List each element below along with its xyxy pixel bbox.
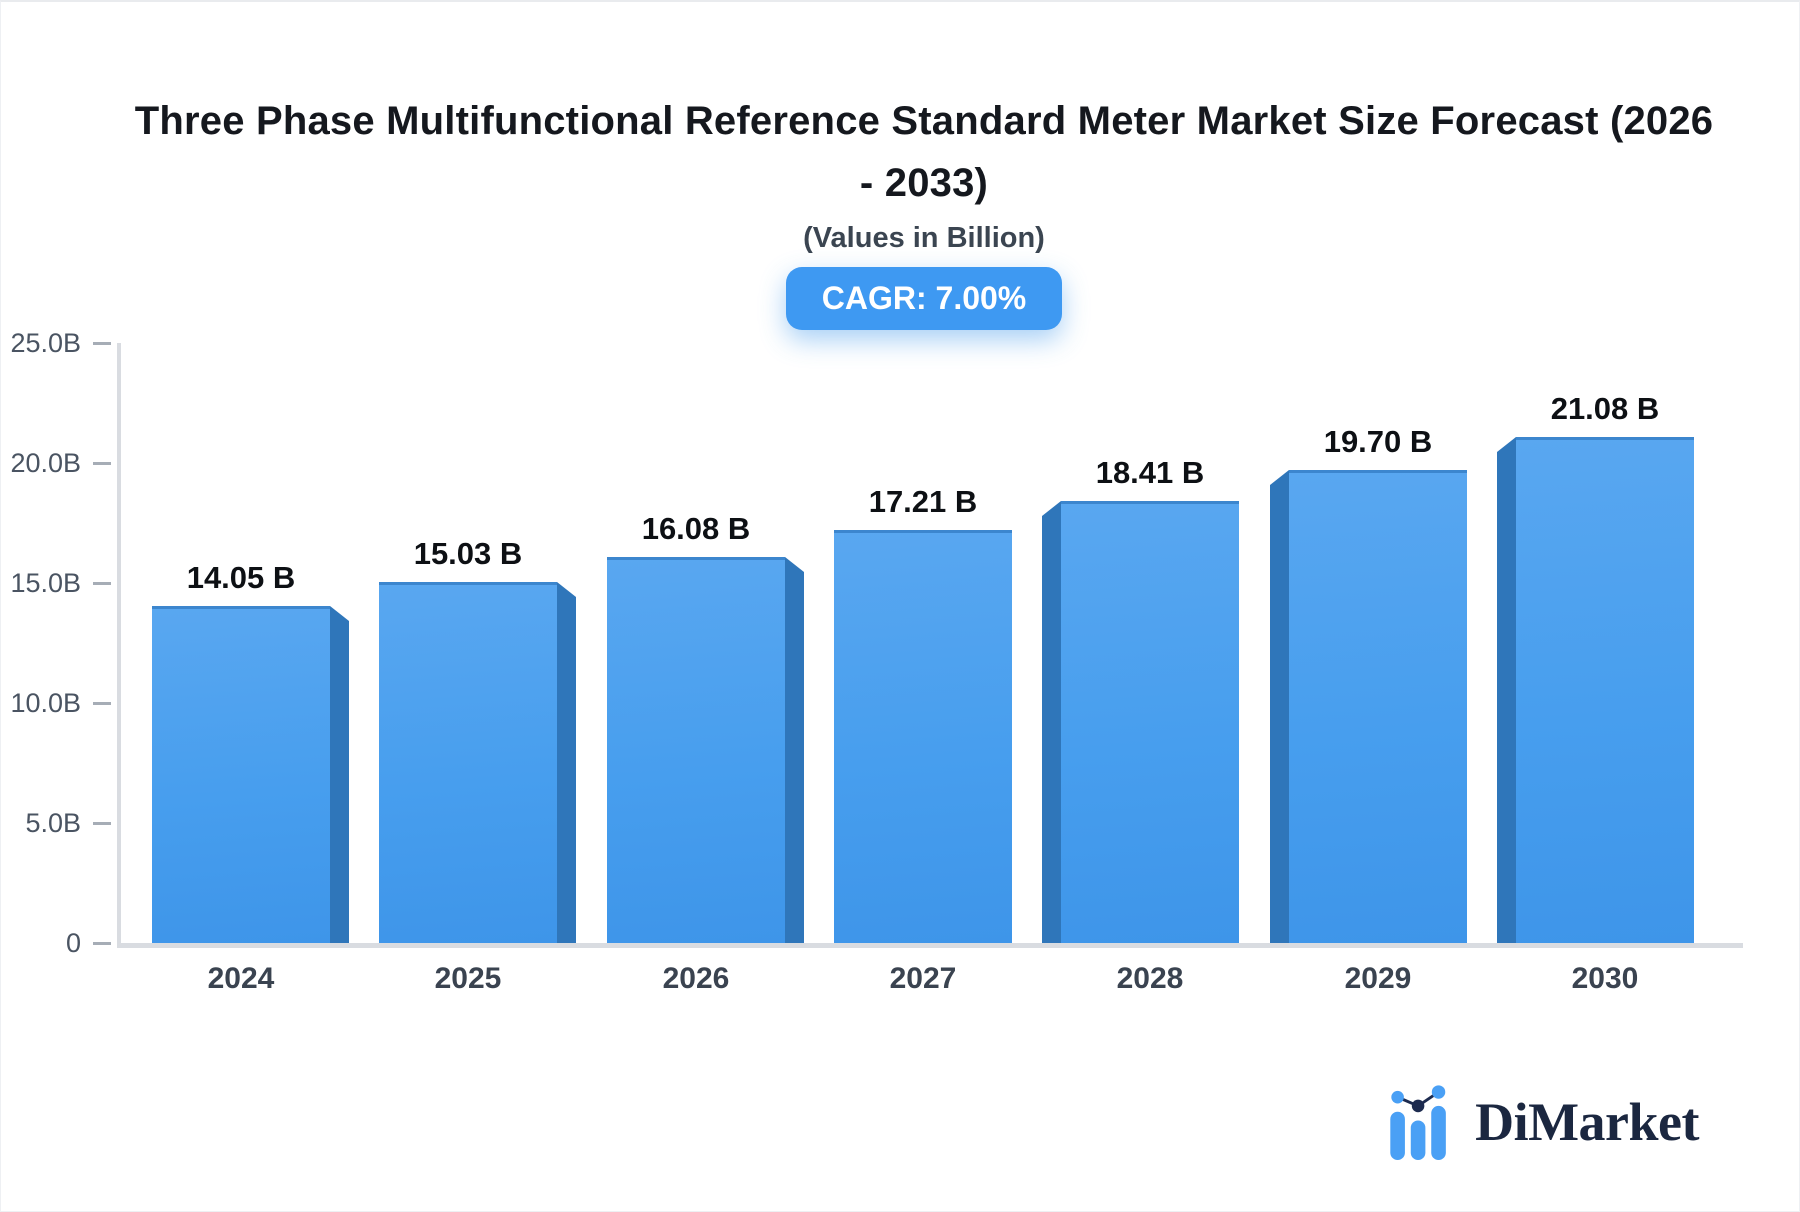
y-tick-mark-25.0B (93, 342, 111, 345)
cagr-badge: CAGR: 7.00% (785, 267, 1063, 330)
y-tick-label-25.0B: 25.0B (10, 328, 81, 358)
bar-2026 (607, 557, 785, 943)
brand-logo: DiMarket (1380, 1084, 1699, 1160)
bar-value-label-2024: 14.05 B (186, 560, 296, 595)
chart-subtitle: (Values in Billion) (803, 222, 1045, 254)
y-tick-mark-20.0B (93, 462, 111, 465)
bar-side-2024 (330, 606, 349, 943)
y-tick-mark-5.0B (93, 822, 111, 825)
x-tick-label-2028: 2028 (1116, 962, 1184, 995)
bar-side-2028 (1042, 501, 1061, 943)
brand-name: DiMarket (1475, 1092, 1699, 1152)
bar-value-label-2027: 17.21 B (868, 484, 978, 519)
bar-value-label-2026: 16.08 B (641, 511, 751, 546)
bar-2030 (1516, 437, 1694, 943)
y-tick-label-15.0B: 15.0B (10, 568, 81, 598)
bar-2028 (1061, 501, 1239, 943)
bar-value-label-2025: 15.03 B (413, 536, 523, 571)
y-tick-label-5.0B: 5.0B (25, 808, 81, 838)
y-axis-line (117, 343, 121, 948)
x-tick-label-2030: 2030 (1571, 962, 1639, 995)
y-tick-mark-0 (93, 942, 111, 945)
x-tick-label-2029: 2029 (1344, 962, 1412, 995)
bar-side-2026 (785, 557, 804, 943)
bar-side-2025 (557, 582, 576, 943)
chart-header: Three Phase Multifunctional Reference St… (49, 90, 1799, 330)
bar-2029 (1289, 470, 1467, 943)
bar-2027 (834, 530, 1012, 943)
bar-value-label-2030: 21.08 B (1550, 391, 1660, 426)
x-axis-baseline (117, 943, 1743, 948)
x-tick-label-2026: 2026 (662, 962, 730, 995)
bar-value-label-2029: 19.70 B (1323, 424, 1433, 459)
y-tick-label-0: 0 (65, 928, 81, 958)
x-tick-label-2025: 2025 (434, 962, 502, 995)
chart-title-line2: - 2033) (859, 161, 989, 205)
y-tick-mark-15.0B (93, 582, 111, 585)
y-tick-mark-10.0B (93, 702, 111, 705)
x-tick-label-2027: 2027 (889, 962, 957, 995)
bar-side-2029 (1270, 470, 1289, 943)
y-tick-label-10.0B: 10.0B (10, 688, 81, 718)
chart-title-line1: Three Phase Multifunctional Reference St… (134, 99, 1714, 143)
dimarket-logo-icon (1390, 1085, 1446, 1160)
y-tick-label-20.0B: 20.0B (10, 448, 81, 478)
x-tick-label-2024: 2024 (207, 962, 275, 995)
bar-value-label-2028: 18.41 B (1095, 455, 1205, 490)
bar-side-2030 (1497, 437, 1516, 943)
bar-2024 (152, 606, 330, 943)
bar-2025 (379, 582, 557, 943)
